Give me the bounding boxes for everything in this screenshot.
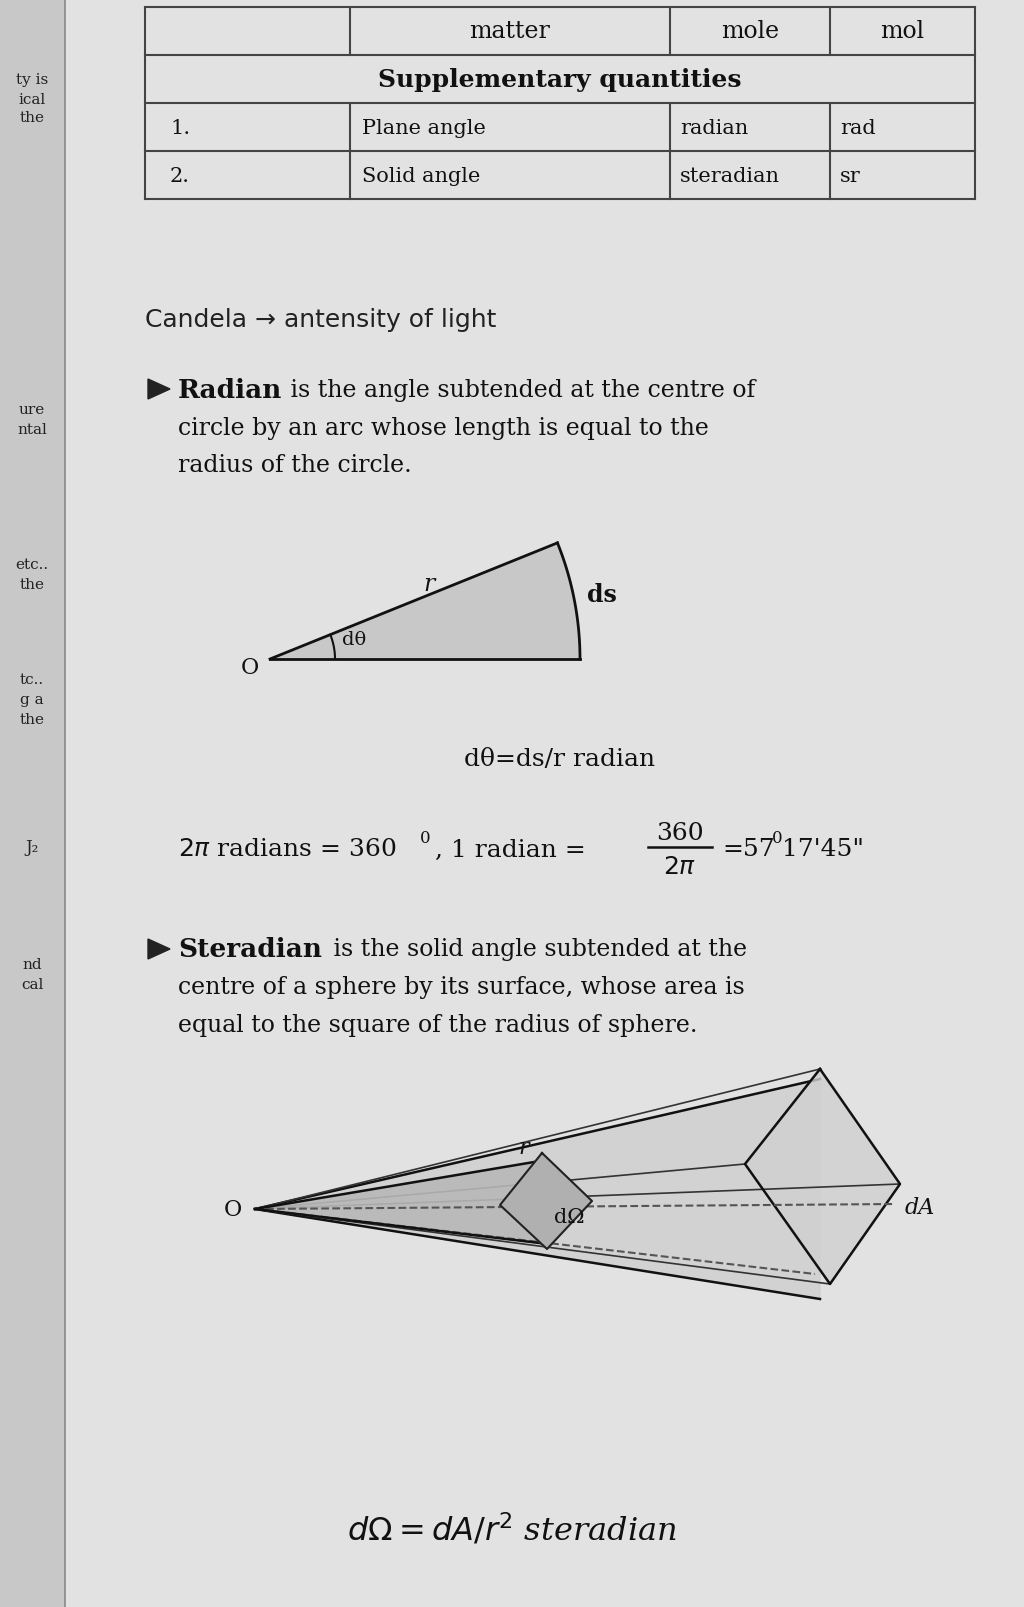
Text: ure: ure xyxy=(18,403,45,416)
Text: the: the xyxy=(19,712,44,726)
Text: steradian: steradian xyxy=(680,167,780,185)
Text: radian: radian xyxy=(680,119,749,138)
Text: is the solid angle subtended at the: is the solid angle subtended at the xyxy=(326,938,748,961)
Polygon shape xyxy=(500,1154,592,1249)
Text: is the angle subtended at the centre of: is the angle subtended at the centre of xyxy=(283,378,756,402)
Text: the: the xyxy=(19,111,44,125)
Text: sr: sr xyxy=(840,167,861,185)
Polygon shape xyxy=(270,543,580,659)
Text: mole: mole xyxy=(721,21,779,43)
Text: =57: =57 xyxy=(722,837,774,861)
Text: ntal: ntal xyxy=(17,423,47,437)
Text: , 1 radian =: , 1 radian = xyxy=(435,837,586,861)
Text: 1.: 1. xyxy=(170,119,190,138)
Text: dθ=ds/r radian: dθ=ds/r radian xyxy=(465,747,655,771)
Text: matter: matter xyxy=(470,21,551,43)
Text: $2\pi$ radians = 360: $2\pi$ radians = 360 xyxy=(178,837,396,861)
Text: Plane angle: Plane angle xyxy=(362,119,485,138)
Text: 0: 0 xyxy=(772,829,782,847)
Text: circle by an arc whose length is equal to the: circle by an arc whose length is equal t… xyxy=(178,416,709,439)
Polygon shape xyxy=(745,1069,900,1284)
Text: etc..: etc.. xyxy=(15,558,48,572)
Polygon shape xyxy=(255,1162,548,1244)
Text: ds: ds xyxy=(588,583,617,607)
Polygon shape xyxy=(148,379,170,400)
Text: cal: cal xyxy=(20,977,43,992)
Text: r: r xyxy=(519,1136,529,1159)
Text: Candela → antensity of light: Candela → antensity of light xyxy=(145,309,497,331)
Text: $d\Omega = dA/r^2$ steradian: $d\Omega = dA/r^2$ steradian xyxy=(347,1511,677,1548)
Text: dA: dA xyxy=(905,1196,935,1218)
Text: centre of a sphere by its surface, whose area is: centre of a sphere by its surface, whose… xyxy=(178,975,744,1000)
Text: Radian: Radian xyxy=(178,378,283,402)
Polygon shape xyxy=(255,1080,820,1298)
Text: Solid angle: Solid angle xyxy=(362,167,480,185)
Text: radius of the circle.: radius of the circle. xyxy=(178,455,412,477)
Text: nd: nd xyxy=(23,958,42,971)
Polygon shape xyxy=(148,940,170,959)
Text: mol: mol xyxy=(881,21,925,43)
Bar xyxy=(0,0,65,1607)
Text: 2.: 2. xyxy=(170,167,190,185)
Text: ical: ical xyxy=(18,93,46,108)
Text: Supplementary quantities: Supplementary quantities xyxy=(378,67,741,92)
Text: J₂: J₂ xyxy=(26,839,39,857)
Text: ty is: ty is xyxy=(16,72,48,87)
Text: equal to the square of the radius of sphere.: equal to the square of the radius of sph… xyxy=(178,1014,697,1037)
Text: the: the xyxy=(19,577,44,591)
Text: tc..: tc.. xyxy=(19,673,44,686)
Text: dθ: dθ xyxy=(342,630,367,649)
Text: $2\pi$: $2\pi$ xyxy=(664,857,696,879)
Text: 17'45": 17'45" xyxy=(782,837,864,861)
Text: Steradian: Steradian xyxy=(178,937,322,963)
Text: dΩ: dΩ xyxy=(554,1208,585,1226)
Text: r: r xyxy=(424,572,435,596)
Text: 0: 0 xyxy=(420,829,431,847)
Text: g a: g a xyxy=(20,693,44,707)
Text: 360: 360 xyxy=(656,823,703,845)
Text: O: O xyxy=(241,657,259,678)
Text: rad: rad xyxy=(840,119,876,138)
Text: O: O xyxy=(224,1199,242,1220)
